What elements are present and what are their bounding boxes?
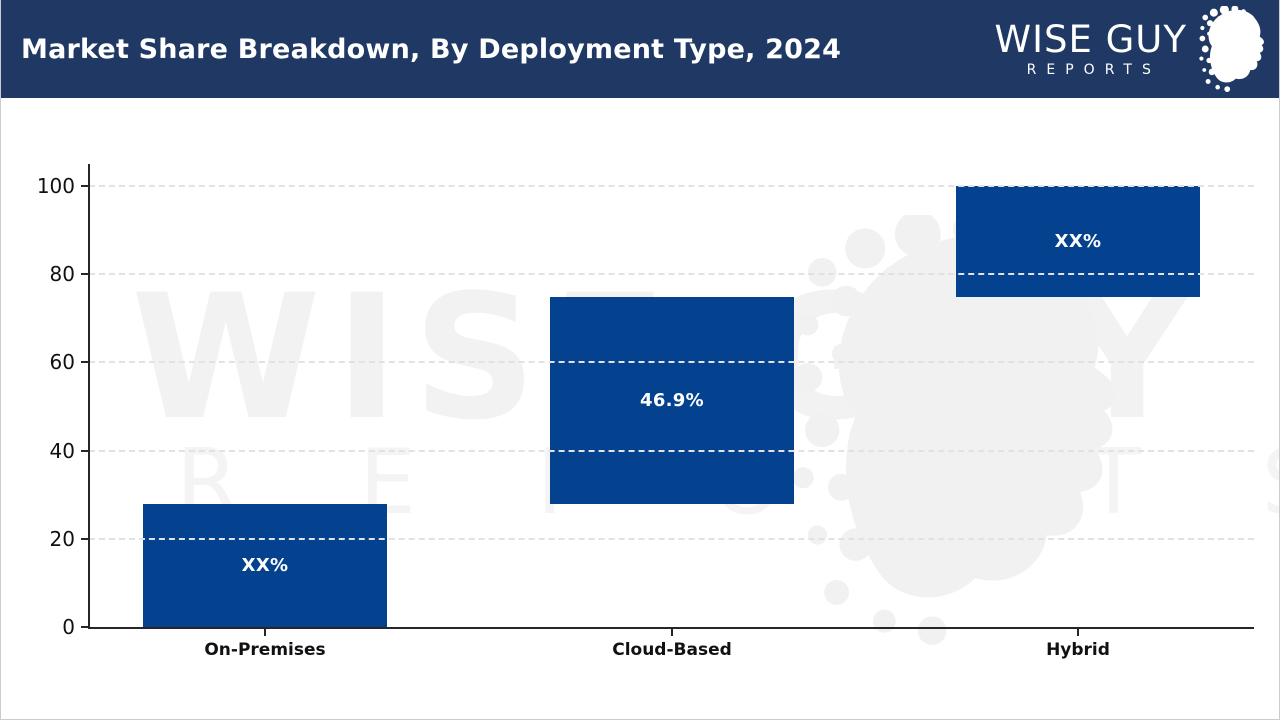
- x-category-label-3: Hybrid: [1046, 640, 1110, 660]
- logo-wiseguy-text: WISE GUY: [994, 17, 1187, 61]
- y-tick-mark: [81, 185, 89, 187]
- logo-reports-text: REPORTS: [1026, 61, 1161, 78]
- x-category-label-1: On-Premises: [204, 640, 326, 660]
- x-tick-mark: [1077, 629, 1079, 636]
- watermark-face-dots-graphic: [792, 215, 1116, 645]
- logo-face-icon: [1199, 6, 1264, 92]
- x-axis-line: [88, 627, 1254, 629]
- gridline-20: [89, 537, 1254, 540]
- header-bar: Market Share Breakdown, By Deployment Ty…: [1, 0, 1279, 98]
- y-tick-mark: [81, 449, 89, 452]
- x-tick-mark: [671, 629, 673, 636]
- bar-on-premises: XX%: [143, 503, 387, 627]
- gridline-60: [89, 361, 1254, 364]
- bar-value-label: XX%: [241, 554, 289, 576]
- watermark-wiseguy-text: WISE GUY: [131, 257, 1204, 458]
- y-tick-label: 100: [36, 174, 75, 198]
- y-tick-mark: [81, 537, 89, 540]
- y-tick-label: 0: [62, 615, 75, 639]
- gridline-80: [89, 273, 1254, 276]
- bar-hybrid: XX%: [956, 186, 1200, 297]
- y-tick-label: 20: [49, 526, 75, 551]
- watermark-reports-text: R E P O R T S: [176, 430, 1280, 535]
- bar-value-label: 46.9%: [640, 389, 704, 411]
- gridline-40: [89, 449, 1254, 452]
- wise-guy-reports-logo: WISE GUY REPORTS: [995, 6, 1271, 92]
- y-tick-label: 40: [49, 438, 75, 463]
- x-category-label-2: Cloud-Based: [612, 640, 732, 660]
- y-tick-mark: [81, 626, 89, 628]
- bar-cloud-based: 46.9%: [550, 296, 794, 504]
- x-tick-mark: [264, 629, 266, 636]
- y-tick-label: 80: [49, 262, 75, 287]
- chart-title: Market Share Breakdown, By Deployment Ty…: [21, 33, 842, 65]
- gridline-100: [89, 185, 1254, 187]
- y-tick-mark: [81, 361, 89, 364]
- y-tick-mark: [81, 273, 89, 276]
- y-axis-line: [88, 164, 90, 629]
- logo-text: WISE GUY REPORTS: [995, 21, 1187, 78]
- y-tick-label: 60: [49, 350, 75, 375]
- bar-value-label: XX%: [1054, 230, 1102, 252]
